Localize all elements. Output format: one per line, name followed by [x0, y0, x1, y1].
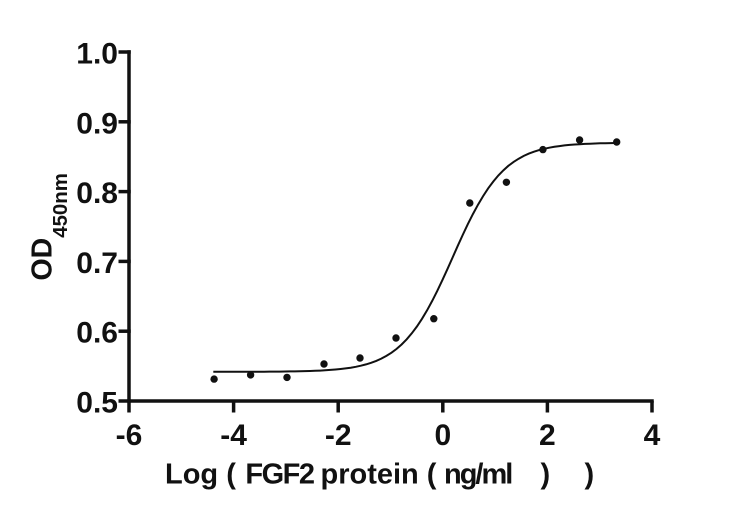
svg-text:protein: protein	[321, 459, 419, 491]
svg-text:0.7: 0.7	[76, 247, 118, 280]
svg-text:0.9: 0.9	[76, 107, 118, 140]
svg-text:1.0: 1.0	[76, 38, 118, 71]
svg-text:0.6: 0.6	[76, 317, 118, 350]
svg-text:): )	[585, 459, 595, 491]
svg-text:2: 2	[539, 419, 556, 452]
svg-text:4: 4	[644, 419, 661, 452]
svg-text:FGF2: FGF2	[245, 459, 313, 491]
svg-text:-6: -6	[116, 419, 143, 452]
svg-text:Log (: Log (	[165, 459, 236, 491]
svg-text:): )	[541, 459, 551, 491]
svg-text:-2: -2	[325, 419, 352, 452]
svg-text:(: (	[427, 459, 437, 491]
svg-text:ng/ml: ng/ml	[444, 459, 511, 491]
svg-text:OD450nm: OD450nm	[27, 173, 73, 280]
svg-text:0: 0	[434, 419, 451, 452]
svg-text:-4: -4	[220, 419, 247, 452]
svg-text:0.8: 0.8	[76, 177, 118, 210]
svg-text:0.5: 0.5	[76, 387, 118, 420]
